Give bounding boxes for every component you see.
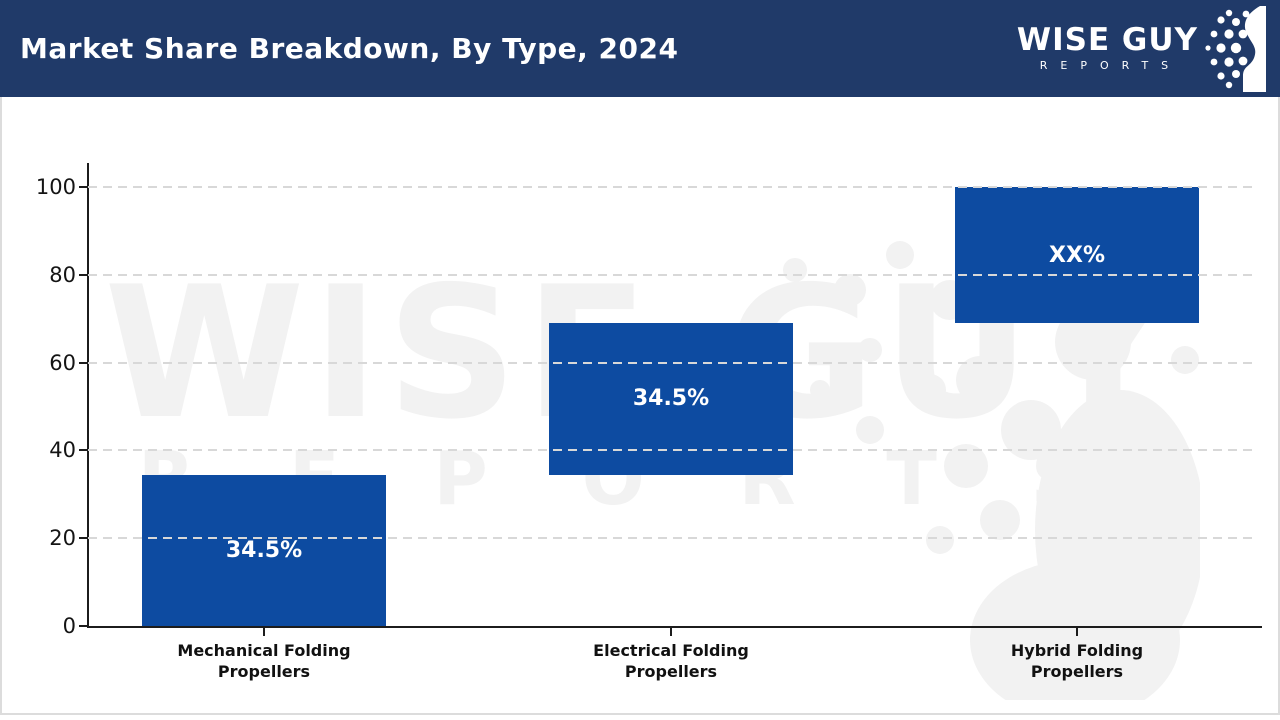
gridline-y-20: [88, 537, 1258, 540]
gridline-y-80: [88, 273, 1258, 276]
x-axis-label-1: Mechanical Folding Propellers: [177, 641, 351, 681]
y-tick-mark-80: [79, 273, 88, 276]
y-tick-mark-0: [79, 625, 88, 627]
gridline-y-40: [88, 449, 1258, 452]
x-axis-line: [87, 626, 1262, 628]
gridline-y-100: [88, 186, 1258, 188]
logo-wordmark: WISE GUY: [1016, 22, 1198, 58]
y-tick-label-40: 40: [49, 438, 76, 463]
y-tick-label-80: 80: [49, 262, 76, 287]
y-tick-label-20: 20: [49, 526, 76, 551]
bar-value-label: 34.5%: [225, 537, 303, 563]
x-axis-label-3: Hybrid Folding Propellers: [1010, 641, 1144, 681]
bar-value-label: 34.5%: [632, 386, 710, 412]
x-tick-mark-2: [670, 628, 672, 636]
page-title: Market Share Breakdown, By Type, 2024: [20, 32, 679, 65]
logo-subtitle: REPORTS: [1039, 59, 1182, 72]
x-axis-label-2: Electrical Folding Propellers: [593, 641, 749, 681]
y-axis-line: [87, 163, 89, 628]
logo-wordmark-block: WISE GUY REPORTS: [1017, 24, 1198, 73]
header-bar: Market Share Breakdown, By Type, 2024 WI…: [0, 0, 1280, 97]
x-tick-mark-3: [1076, 628, 1078, 636]
bar-segment-1: 34.5%: [142, 474, 386, 626]
brand-logo: WISE GUY REPORTS: [1017, 5, 1266, 92]
y-tick-mark-40: [79, 449, 88, 452]
x-tick-mark-1: [263, 628, 265, 636]
y-tick-label-60: 60: [49, 350, 76, 375]
logo-face-icon: [1205, 5, 1266, 92]
y-tick-mark-100: [79, 186, 88, 188]
y-tick-mark-60: [79, 361, 88, 364]
y-tick-label-100: 100: [35, 175, 76, 199]
gridline-y-60: [88, 361, 1258, 364]
y-tick-mark-20: [79, 537, 88, 540]
bar-segment-2: 34.5%: [549, 323, 793, 475]
bar-value-label: XX%: [1049, 242, 1105, 268]
bar-segment-3: XX%: [955, 187, 1199, 324]
y-tick-label-0: 0: [62, 614, 76, 638]
